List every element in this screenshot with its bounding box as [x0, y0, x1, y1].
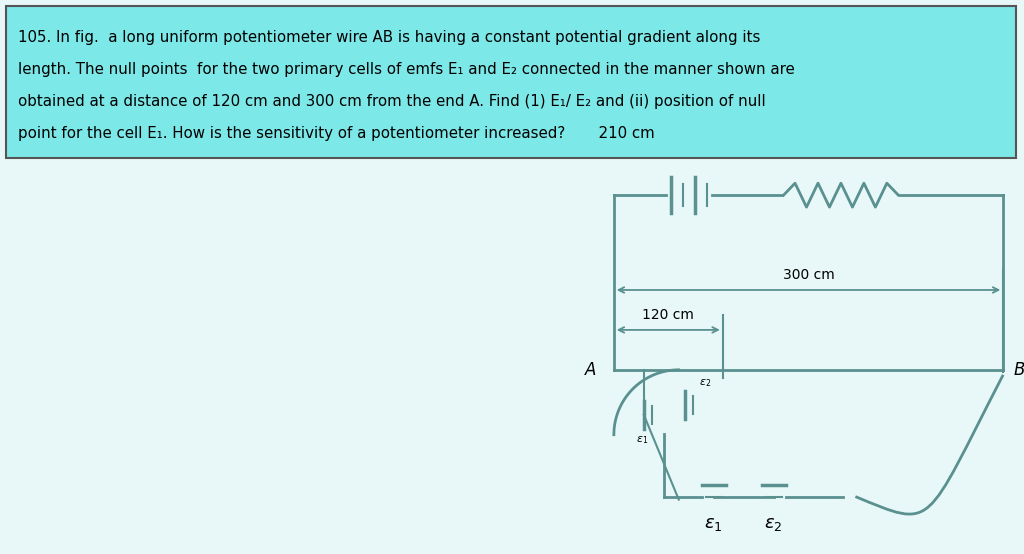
Text: A: A — [585, 361, 596, 379]
Text: $\varepsilon_1$: $\varepsilon_1$ — [636, 434, 648, 445]
FancyBboxPatch shape — [6, 7, 1016, 158]
Text: 120 cm: 120 cm — [642, 308, 694, 322]
Text: $\varepsilon_2$: $\varepsilon_2$ — [764, 515, 782, 532]
Text: $\varepsilon_2$: $\varepsilon_2$ — [698, 377, 711, 389]
Text: point for the cell E₁. How is the sensitivity of a potentiometer increased?     : point for the cell E₁. How is the sensit… — [18, 126, 654, 141]
Text: 300 cm: 300 cm — [782, 268, 835, 282]
Text: $\varepsilon_1$: $\varepsilon_1$ — [705, 515, 723, 532]
Text: obtained at a distance of 120 cm and 300 cm from the end A. Find (1) E₁/ E₂ and : obtained at a distance of 120 cm and 300… — [18, 94, 766, 109]
Text: B: B — [1013, 361, 1024, 379]
Text: 105. In fig.  a long uniform potentiometer wire AB is having a constant potentia: 105. In fig. a long uniform potentiomete… — [18, 30, 761, 45]
Text: length. The null points  for the two primary cells of emfs E₁ and E₂ connected i: length. The null points for the two prim… — [18, 63, 795, 78]
